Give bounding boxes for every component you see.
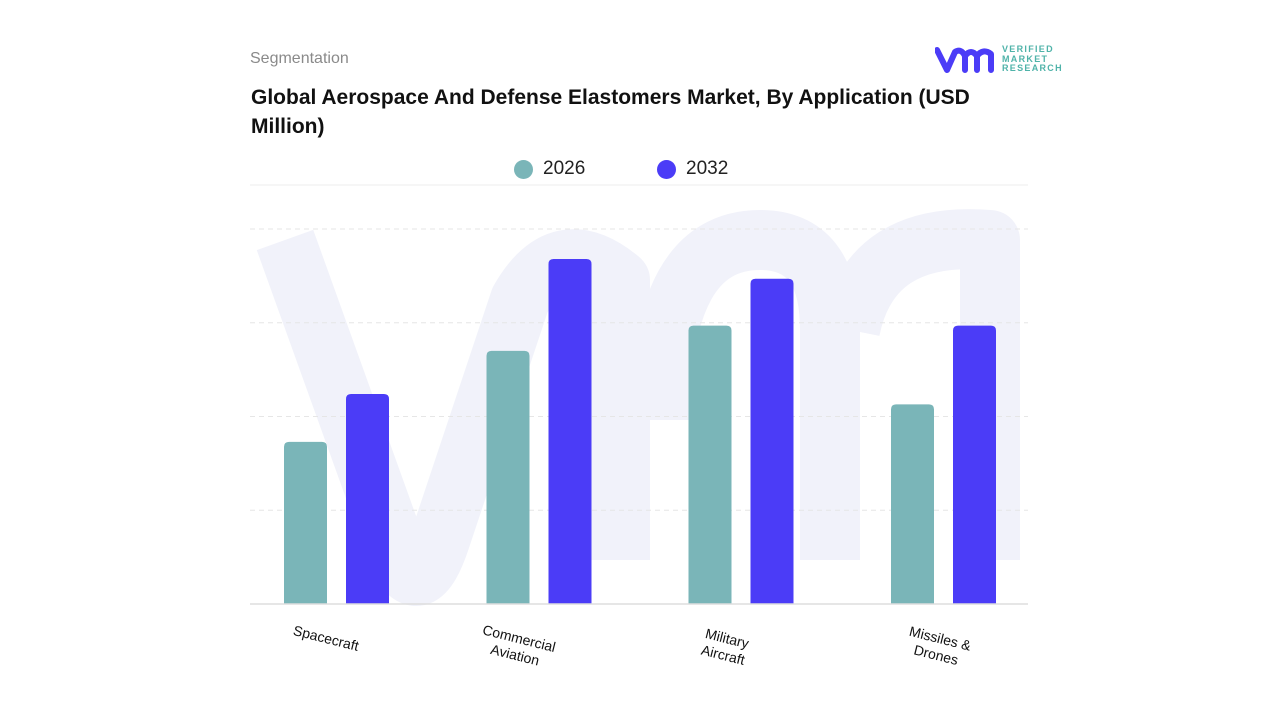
legend-item-2026: 2026 xyxy=(514,158,585,180)
bar-2026-missiles-drones xyxy=(891,404,934,604)
logo-line: MARKET xyxy=(1002,53,1049,64)
logo-line: VERIFIED xyxy=(1002,44,1054,54)
bar-2026-military-aircraft xyxy=(688,325,732,604)
vmr-logo-icon xyxy=(935,47,994,73)
legend-label: 2026 xyxy=(543,158,586,179)
bar-2026-spacecraft xyxy=(284,441,327,604)
bar-2032-spacecraft xyxy=(346,394,389,604)
legend-swatch xyxy=(657,159,676,179)
bar-2032-commercial-aviation xyxy=(548,259,592,604)
logo-text: VERIFIED MARKET RESEARCH xyxy=(1002,44,1063,74)
bar-2026-commercial-aviation xyxy=(486,350,530,604)
section-label: Segmentation xyxy=(250,50,349,67)
bar-2032-missiles-drones xyxy=(953,325,996,604)
bar-2032-military-aircraft xyxy=(750,278,794,604)
legend-swatch xyxy=(514,159,533,179)
watermark-icon xyxy=(256,209,1020,606)
legend: 2026 2032 xyxy=(0,158,1280,184)
legend-item-2032: 2032 xyxy=(657,158,728,180)
legend-label: 2032 xyxy=(686,158,729,179)
chart-title: Global Aerospace And Defense Elastomers … xyxy=(251,86,970,138)
logo-line: RESEARCH xyxy=(1002,63,1063,73)
